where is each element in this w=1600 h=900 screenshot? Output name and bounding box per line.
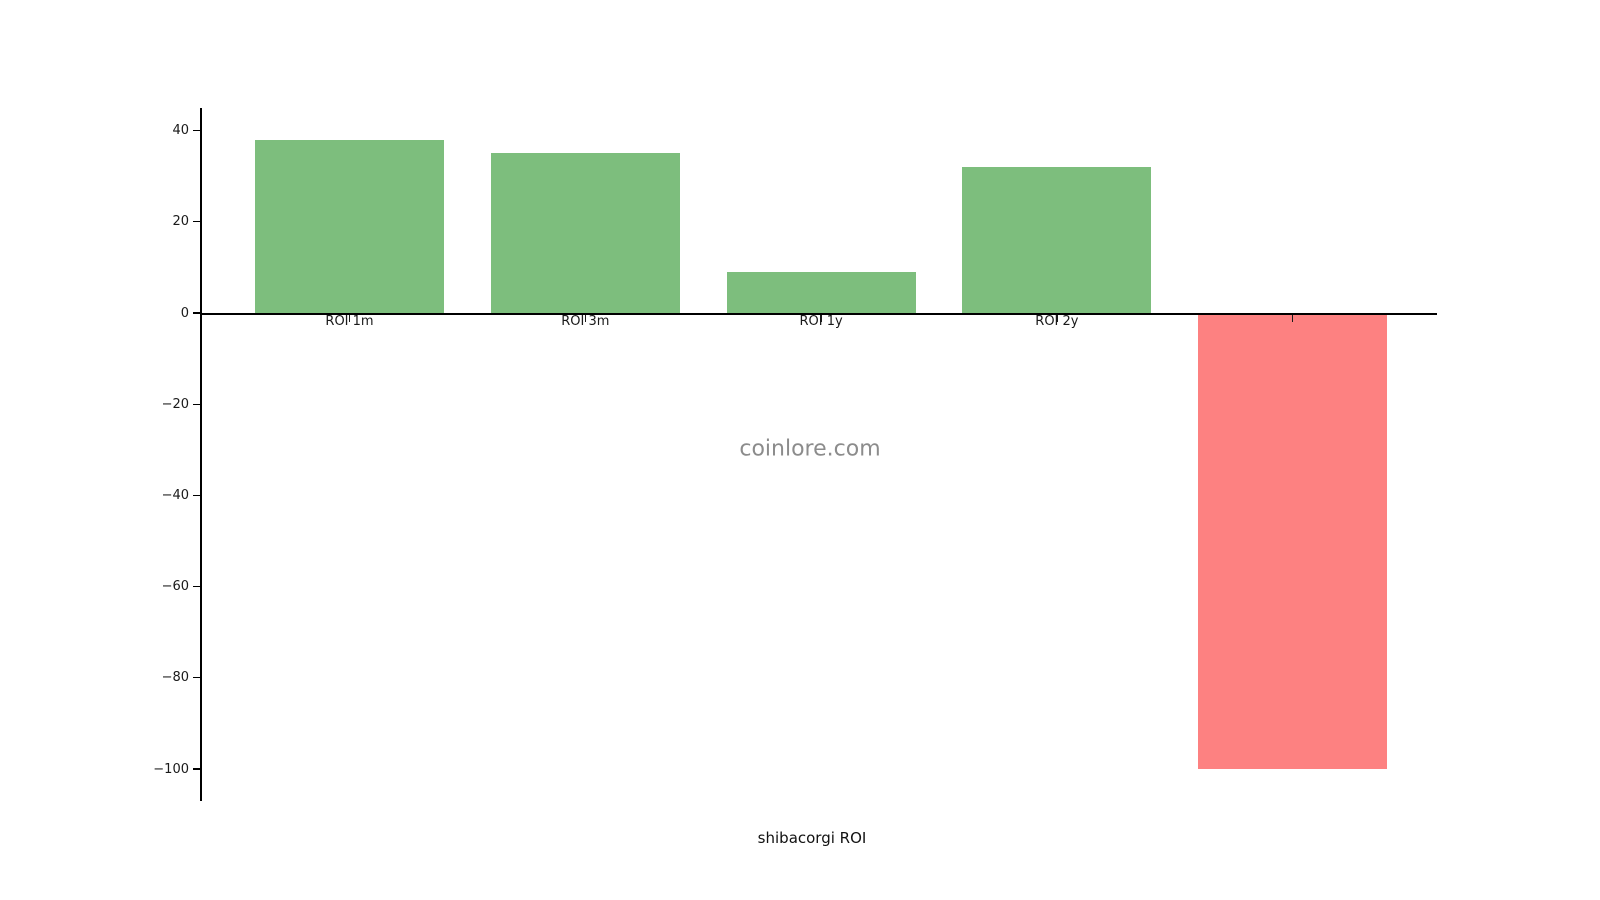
x-tick-mark [1292,314,1294,322]
y-tick-mark [193,768,200,770]
bar [490,153,680,313]
y-tick-mark [193,312,200,314]
chart-title: shibacorgi ROI [757,829,867,847]
y-tick-mark [193,221,200,223]
y-tick-label: −80 [161,670,189,686]
x-tick-mark [1056,314,1058,322]
y-tick-label: −40 [161,487,189,503]
watermark-text: coinlore.com [739,436,881,462]
y-tick-mark [193,403,200,405]
y-tick-label: −60 [161,579,189,595]
y-tick-label: −20 [161,396,189,412]
x-tick-mark [584,314,586,322]
y-tick-label: −100 [153,761,189,777]
y-tick-label: 40 [172,123,189,139]
x-tick-mark [348,314,351,322]
x-tick-label: ROI 3m [561,314,610,329]
y-tick-mark [193,129,200,132]
x-tick-label: ROI 1m [325,314,374,329]
y-tick-mark [193,585,200,588]
y-axis-line [200,108,202,801]
y-tick-label: 0 [180,305,189,321]
y-tick-mark [193,677,200,679]
y-tick-mark [193,494,200,497]
x-tick-mark [820,314,822,322]
bar [255,139,444,313]
bar [726,271,916,313]
bar [962,167,1152,313]
x-tick-label: ROI 2y [1035,314,1079,329]
x-tick-label: ROI 1y [799,314,843,329]
y-tick-label: 20 [172,214,189,230]
x-axis-line [200,313,1437,315]
bar [1198,314,1388,769]
